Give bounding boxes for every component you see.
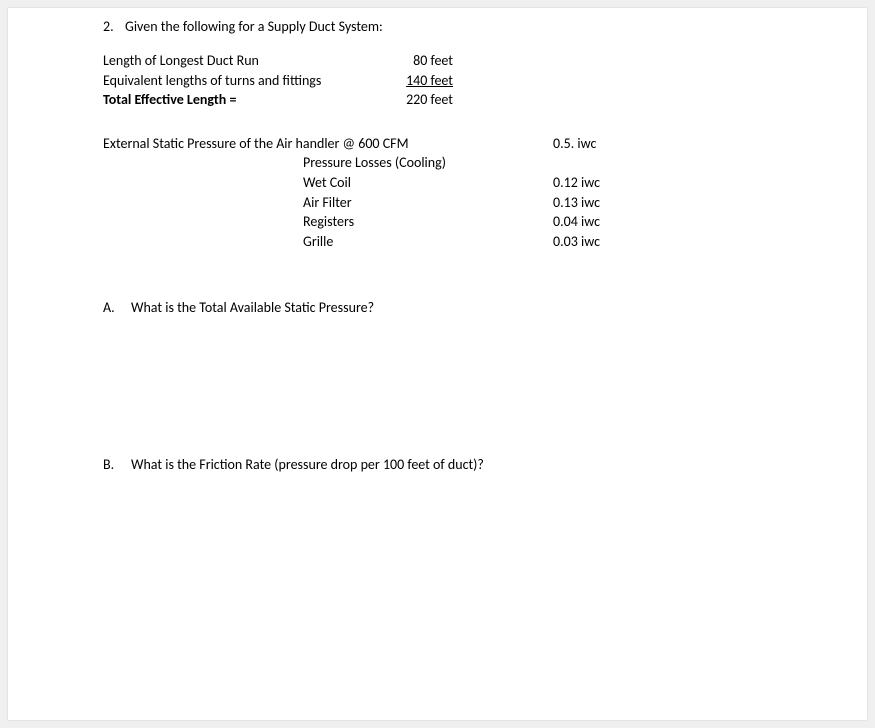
pressure-header-label: External Static Pressure of the Air hand…: [103, 134, 453, 154]
length-value: 140 feet: [393, 71, 453, 91]
subquestion-letter: B.: [103, 456, 131, 473]
length-label: Length of Longest Duct Run: [103, 51, 393, 71]
subquestion-b: B. What is the Friction Rate (pressure d…: [103, 456, 772, 473]
pressure-header-row: External Static Pressure of the Air hand…: [103, 134, 772, 154]
subquestion-text: What is the Friction Rate (pressure drop…: [131, 456, 484, 473]
pressure-item-label: Grille: [103, 232, 333, 252]
question-number: 2.: [103, 18, 125, 35]
pressure-item-label: Air Filter: [103, 193, 333, 213]
length-table: Length of Longest Duct Run 80 feet Equiv…: [103, 51, 772, 110]
pressure-item-value: 0.04 iwc: [333, 212, 553, 232]
pressure-header-value: 0.5. iwc: [453, 134, 553, 154]
question-prompt: Given the following for a Supply Duct Sy…: [125, 18, 383, 35]
subquestion-text: What is the Total Available Static Press…: [131, 299, 374, 316]
length-value: 80 feet: [393, 51, 453, 71]
pressure-section: External Static Pressure of the Air hand…: [103, 134, 772, 252]
length-label: Equivalent lengths of turns and fittings: [103, 71, 393, 91]
length-label: Total Effective Length =: [103, 90, 393, 110]
subquestion-a: A. What is the Total Available Static Pr…: [103, 299, 772, 316]
pressure-subheader: Pressure Losses (Cooling): [103, 153, 333, 173]
pressure-item-label: Wet Coil: [103, 173, 333, 193]
length-row: Total Effective Length = 220 feet: [103, 90, 772, 110]
pressure-item-row: Wet Coil 0.12 iwc: [103, 173, 772, 193]
pressure-item-row: Registers 0.04 iwc: [103, 212, 772, 232]
pressure-item-row: Grille 0.03 iwc: [103, 232, 772, 252]
pressure-item-label: Registers: [103, 212, 333, 232]
pressure-item-row: Air Filter 0.13 iwc: [103, 193, 772, 213]
pressure-item-value: 0.12 iwc: [333, 173, 553, 193]
length-row: Length of Longest Duct Run 80 feet: [103, 51, 772, 71]
pressure-subheader-row: Pressure Losses (Cooling): [103, 153, 772, 173]
subquestion-letter: A.: [103, 299, 131, 316]
length-value: 220 feet: [393, 90, 453, 110]
pressure-item-value: 0.13 iwc: [333, 193, 553, 213]
question-header: 2. Given the following for a Supply Duct…: [103, 18, 772, 35]
length-row: Equivalent lengths of turns and fittings…: [103, 71, 772, 91]
document-page: 2. Given the following for a Supply Duct…: [8, 8, 867, 720]
pressure-item-value: 0.03 iwc: [333, 232, 553, 252]
